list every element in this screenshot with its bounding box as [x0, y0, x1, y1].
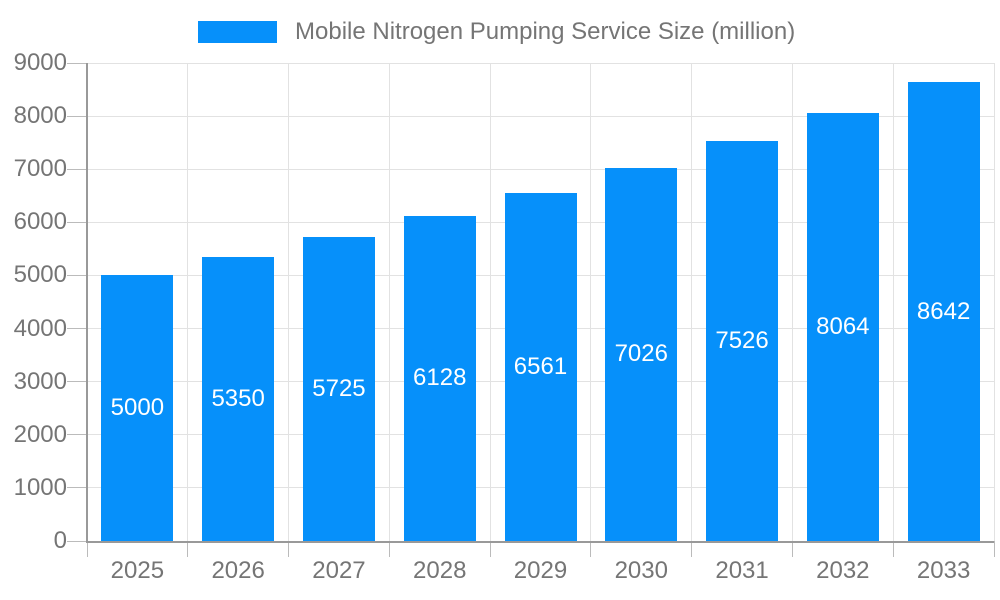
- x-axis-tick: [993, 541, 995, 557]
- y-tick-label: 6000: [13, 208, 67, 236]
- bar[interactable]: [505, 192, 577, 541]
- x-axis-tick: [791, 541, 793, 557]
- y-tick-label: 0: [53, 527, 67, 554]
- bar[interactable]: [605, 167, 677, 541]
- bar[interactable]: [908, 82, 980, 541]
- bar-value-label: 7526: [715, 327, 769, 355]
- x-axis-tick: [86, 541, 88, 557]
- bar-value-label: 5000: [110, 394, 165, 422]
- y-axis-tick: [67, 434, 87, 436]
- y-axis-tick: [67, 168, 87, 170]
- x-tick-label: 2033: [916, 557, 971, 584]
- y-axis-tick: [67, 487, 87, 489]
- x-axis-tick: [489, 541, 491, 557]
- x-axis-tick: [288, 541, 290, 557]
- legend-swatch-icon: [198, 21, 277, 43]
- v-gridline: [388, 63, 390, 541]
- legend-item[interactable]: Mobile Nitrogen Pumping Service Size (mi…: [198, 20, 795, 44]
- y-tick-label: 3000: [13, 367, 67, 395]
- y-axis-tick: [67, 540, 87, 542]
- y-axis-tick: [67, 274, 87, 276]
- y-axis-tick: [67, 328, 87, 330]
- x-tick-label: 2025: [110, 557, 165, 584]
- bar[interactable]: [706, 141, 778, 541]
- y-tick-label: 5000: [13, 261, 67, 289]
- x-tick-label: 2028: [413, 557, 467, 584]
- legend-label: Mobile Nitrogen Pumping Service Size (mi…: [295, 18, 796, 45]
- y-axis-tick: [67, 221, 87, 223]
- x-tick-label: 2032: [816, 557, 870, 584]
- h-gridline: [87, 62, 994, 64]
- bar-value-label: 6561: [513, 352, 568, 380]
- x-tick-label: 2031: [715, 557, 769, 584]
- y-tick-label: 8000: [13, 102, 67, 130]
- bar[interactable]: [807, 112, 879, 541]
- bar[interactable]: [202, 256, 274, 541]
- v-gridline: [993, 63, 995, 541]
- x-tick-label: 2030: [614, 557, 668, 584]
- bar-value-label: 8064: [816, 312, 870, 340]
- y-tick-label: 7000: [13, 155, 67, 183]
- v-gridline: [187, 63, 189, 541]
- bar[interactable]: [404, 215, 476, 541]
- v-gridline: [288, 63, 290, 541]
- x-axis-line: [87, 541, 994, 543]
- v-gridline: [489, 63, 491, 541]
- v-gridline: [892, 63, 894, 541]
- bar-value-label: 5725: [312, 374, 366, 402]
- v-gridline: [791, 63, 793, 541]
- h-gridline: [87, 115, 994, 117]
- x-tick-label: 2027: [312, 557, 366, 584]
- y-axis-tick: [67, 62, 87, 64]
- v-gridline: [590, 63, 592, 541]
- y-axis-line: [86, 63, 88, 543]
- x-tick-label: 2026: [211, 557, 265, 584]
- y-tick-label: 1000: [13, 473, 67, 501]
- bar[interactable]: [303, 236, 375, 541]
- x-axis-tick: [187, 541, 189, 557]
- bar-value-label: 8642: [916, 297, 971, 325]
- bar-value-label: 6128: [413, 364, 467, 392]
- x-axis-tick: [892, 541, 894, 557]
- x-tick-label: 2029: [513, 557, 568, 584]
- bar[interactable]: [101, 275, 173, 541]
- x-axis-tick: [691, 541, 693, 557]
- h-gridline: [87, 168, 994, 170]
- y-tick-label: 9000: [13, 49, 67, 76]
- y-tick-label: 4000: [13, 314, 67, 342]
- bar-value-label: 7026: [614, 340, 668, 368]
- v-gridline: [691, 63, 693, 541]
- x-axis-tick: [590, 541, 592, 557]
- x-axis-tick: [388, 541, 390, 557]
- y-tick-label: 2000: [13, 420, 67, 448]
- bar-value-label: 5350: [211, 384, 265, 412]
- y-axis-tick: [67, 115, 87, 117]
- y-axis-tick: [67, 381, 87, 383]
